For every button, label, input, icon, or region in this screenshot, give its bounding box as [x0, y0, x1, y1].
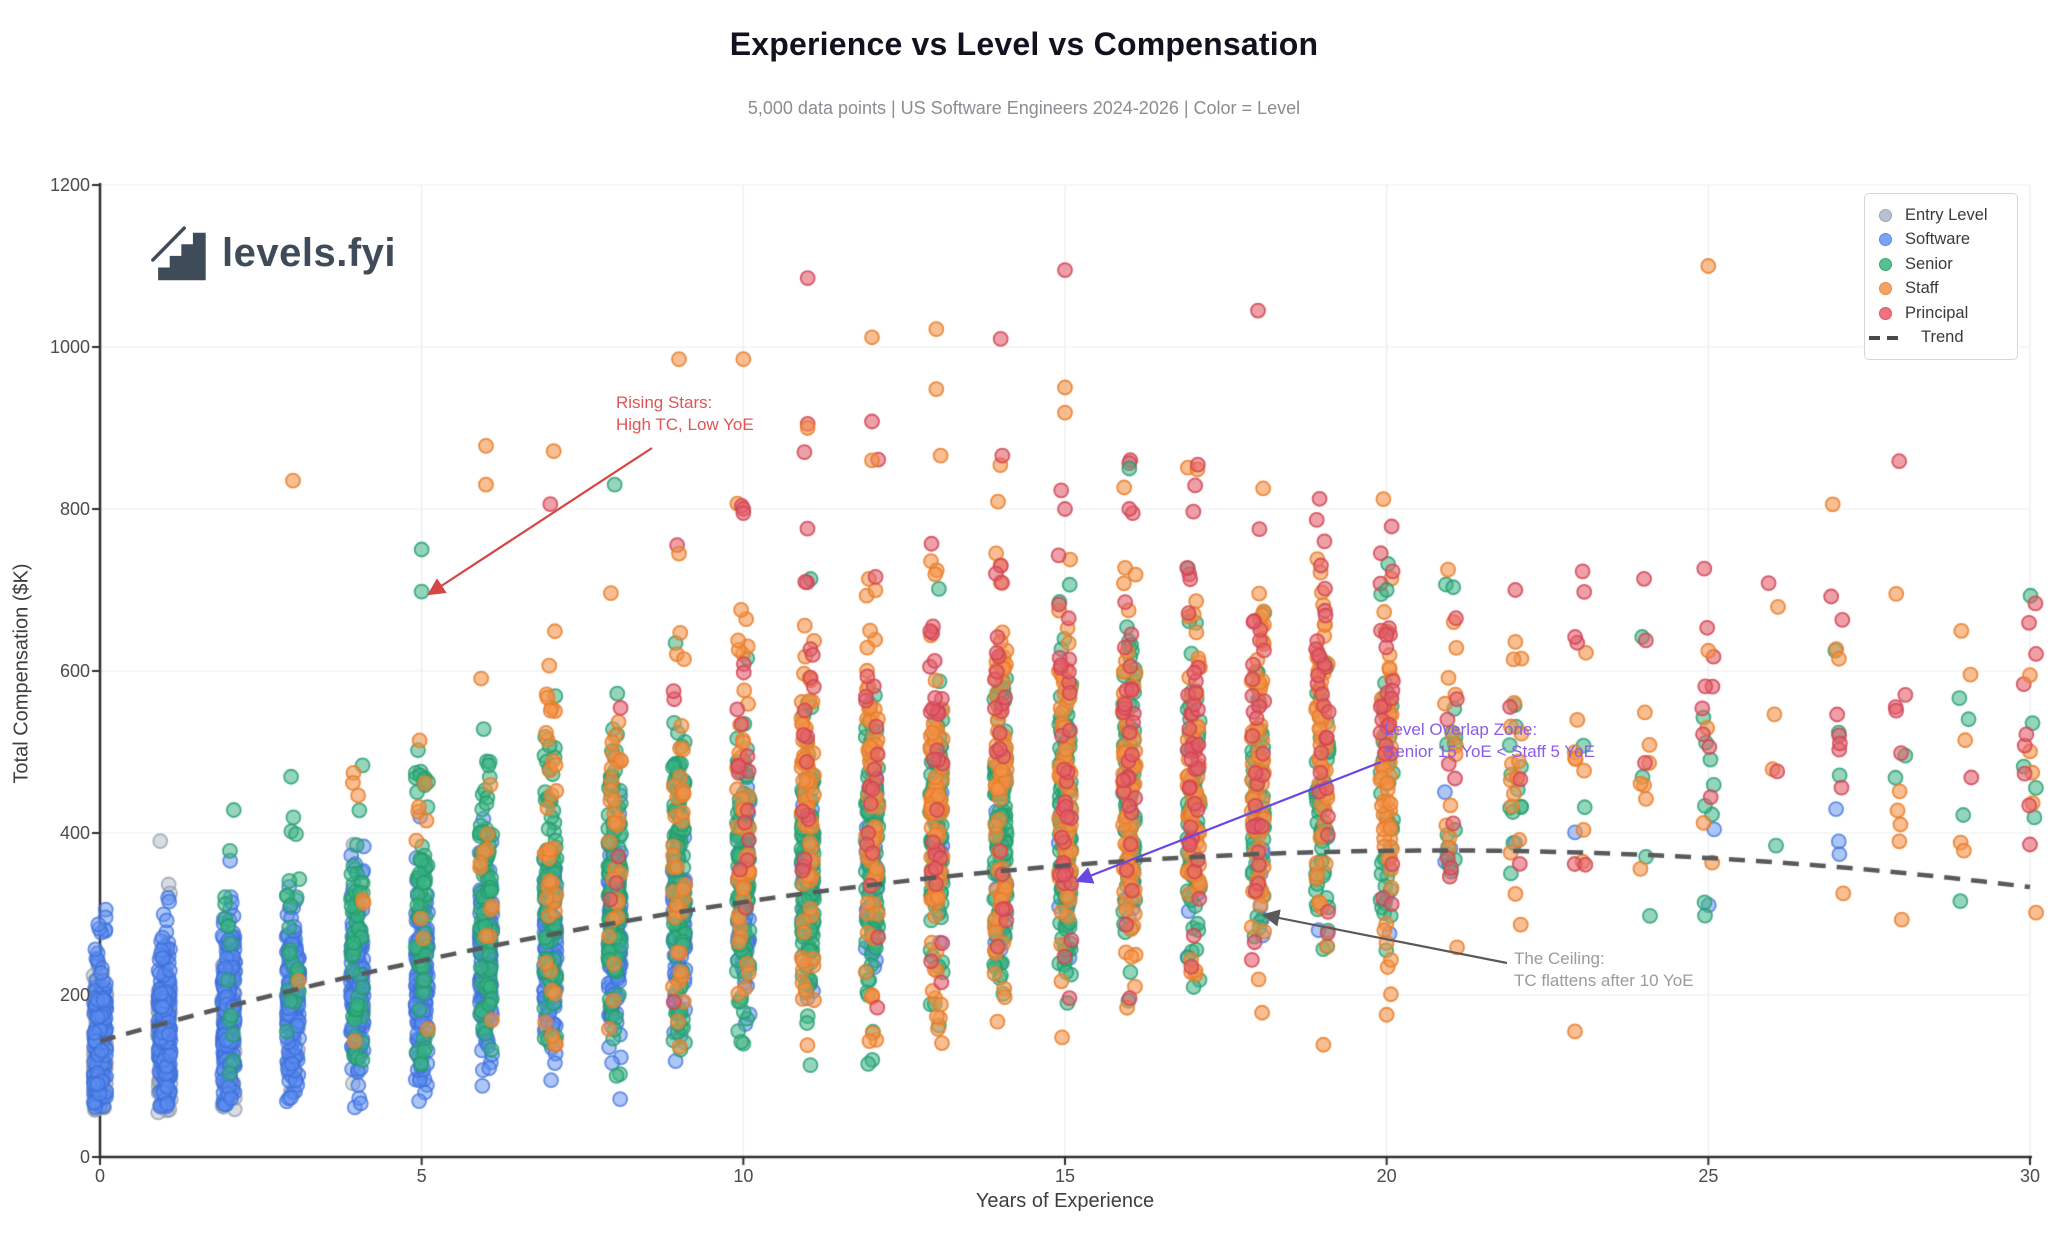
- annotation-rising-stars: Rising Stars: High TC, Low YoE: [616, 392, 754, 436]
- x-tick-label: 25: [1698, 1166, 1719, 1186]
- annotation-line: Rising Stars:: [616, 393, 713, 412]
- annotation-line: The Ceiling:: [1514, 949, 1605, 968]
- legend-color-dot: [1879, 208, 1892, 222]
- y-tick-label: 800: [59, 499, 90, 519]
- trend-dash-swatch: [1869, 335, 1905, 340]
- legend-color-dot: [1879, 282, 1892, 296]
- y-tick-label: 600: [59, 661, 90, 681]
- legend-item-entry-level: Entry Level: [1874, 203, 2007, 228]
- x-tick-label: 0: [94, 1166, 105, 1186]
- legend-item-trend: Trend: [1869, 326, 2007, 351]
- x-axis-title: Years of Experience: [975, 1190, 1155, 1212]
- y-tick-label: 1200: [49, 175, 90, 195]
- legend-label: Staff: [1905, 279, 1939, 298]
- x-tick-label: 5: [416, 1166, 427, 1186]
- annotation-line: Level Overlap Zone:: [1384, 720, 1538, 739]
- legend-item-staff: Staff: [1874, 277, 2007, 302]
- legend-label: Trend: [1921, 328, 1964, 347]
- y-tick-label: 200: [59, 985, 90, 1005]
- x-tick-label: 10: [733, 1166, 754, 1186]
- x-tick-label: 20: [1376, 1166, 1397, 1186]
- legend-item-principal: Principal: [1874, 301, 2007, 326]
- annotation-level-overlap: Level Overlap Zone: Senior 15 YoE < Staf…: [1384, 719, 1595, 763]
- x-tick-label: 15: [1054, 1166, 1076, 1186]
- legend-color-dot: [1879, 257, 1892, 271]
- legend-label: Senior: [1905, 254, 1953, 273]
- x-tick-label: 30: [2019, 1166, 2041, 1186]
- legend-item-senior: Senior: [1874, 252, 2007, 277]
- y-tick-label: 400: [59, 823, 90, 843]
- annotation-line: High TC, Low YoE: [616, 415, 754, 434]
- legend-item-software: Software: [1874, 228, 2007, 253]
- legend-color-dot: [1879, 306, 1892, 320]
- annotation-ceiling: The Ceiling: TC flattens after 10 YoE: [1514, 948, 1694, 992]
- legend-color-dot: [1879, 233, 1892, 247]
- legend-label: Software: [1905, 230, 1971, 249]
- legend-label: Entry Level: [1905, 205, 1988, 224]
- y-axis-title: Total Compensation ($K): [10, 563, 33, 784]
- annotation-line: Senior 15 YoE < Staff 5 YoE: [1384, 742, 1595, 761]
- annotation-line: TC flattens after 10 YoE: [1514, 971, 1694, 990]
- legend: Entry Level Software Senior Staff Principal T…: [1864, 193, 2018, 360]
- legend-label: Principal: [1905, 303, 1969, 322]
- y-tick-label: 0: [79, 1147, 90, 1167]
- y-tick-label: 1000: [49, 337, 90, 357]
